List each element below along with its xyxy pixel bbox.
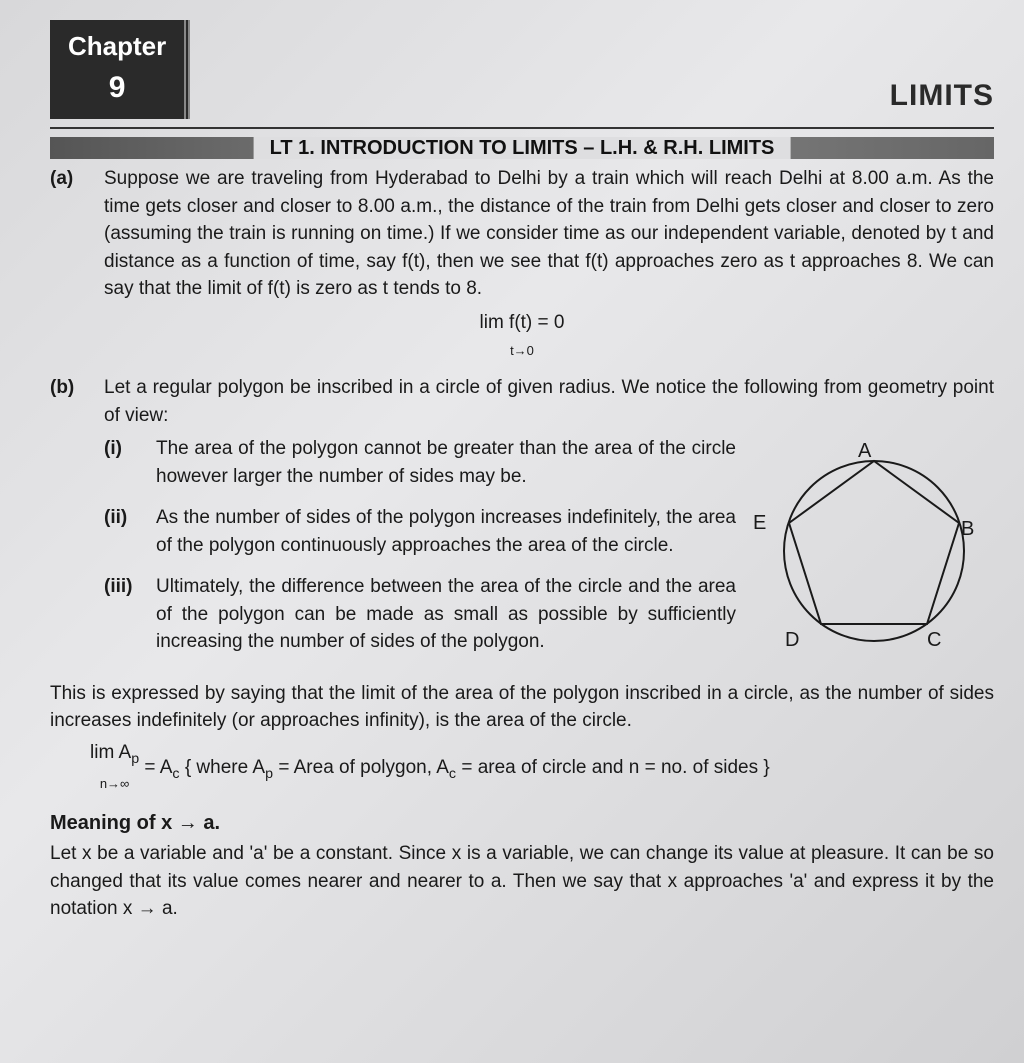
item-b-content: (i) The area of the polygon cannot be gr… <box>50 435 994 670</box>
vertex-label-b: B <box>961 515 974 544</box>
item-a-math: lim f(t) = 0 t→0 <box>50 309 994 364</box>
lim-rhs-sub: c <box>172 766 179 782</box>
chapter-label: Chapter <box>68 28 166 66</box>
lim-n-inf: n→∞ <box>100 776 130 791</box>
item-a: (a) Suppose we are traveling from Hydera… <box>50 165 994 303</box>
lim-eq: = A <box>144 757 172 778</box>
sub-item-i: (i) The area of the polygon cannot be gr… <box>104 435 736 490</box>
item-b: (b) Let a regular polygon be inscribed i… <box>50 374 994 429</box>
item-a-marker: (a) <box>50 165 104 303</box>
lim-mid2: = area of circle and n = no. of sides } <box>461 757 769 778</box>
vertex-label-e: E <box>753 509 766 538</box>
lim-mid1: = Area of polygon, A <box>278 757 449 778</box>
limit-expression-polygon: lim Ap n→∞ = Ac { where Ap = Area of pol… <box>90 739 994 797</box>
meaning-heading: Meaning of x → a. <box>50 809 994 838</box>
sub-item-ii: (ii) As the number of sides of the polyg… <box>104 504 736 559</box>
lim-p: p <box>265 766 273 782</box>
sub-i-marker: (i) <box>104 435 156 490</box>
sub-ii-marker: (ii) <box>104 504 156 559</box>
item-b-sublist: (i) The area of the polygon cannot be gr… <box>104 435 736 656</box>
vertex-label-a: A <box>858 437 871 466</box>
chapter-number: 9 <box>68 66 166 110</box>
page-header: Chapter 9 LIMITS <box>50 20 994 123</box>
pentagon-figure: A B C D E <box>754 435 994 670</box>
item-b-intro: Let a regular polygon be inscribed in a … <box>104 374 994 429</box>
math-sub-a: t→0 <box>510 343 534 358</box>
lim-lhs: lim A <box>90 742 131 763</box>
math-lim-a: lim f(t) = 0 <box>480 312 565 333</box>
sub-iii-marker: (iii) <box>104 573 156 656</box>
item-a-body: Suppose we are traveling from Hyderabad … <box>104 165 994 303</box>
sub-item-iii: (iii) Ultimately, the difference between… <box>104 573 736 656</box>
pentagon-shape <box>789 461 959 624</box>
conclusion-para: This is expressed by saying that the lim… <box>50 680 994 735</box>
lim-brace: { where A <box>185 757 265 778</box>
item-b-marker: (b) <box>50 374 104 429</box>
sub-iii-body: Ultimately, the difference between the a… <box>156 573 736 656</box>
meaning-text: Let x be a variable and 'a' be a constan… <box>50 840 994 923</box>
section-heading: LT 1. INTRODUCTION TO LIMITS – L.H. & R.… <box>254 137 791 159</box>
sub-ii-body: As the number of sides of the polygon in… <box>156 504 736 559</box>
chapter-box: Chapter 9 <box>50 20 190 119</box>
circle-shape <box>784 461 964 641</box>
sub-i-body: The area of the polygon cannot be greate… <box>156 435 736 490</box>
limit-expression-a: lim f(t) = 0 t→0 <box>480 325 565 346</box>
vertex-label-d: D <box>785 626 799 655</box>
divider <box>50 127 994 129</box>
vertex-label-c: C <box>927 626 941 655</box>
lim-c: c <box>449 766 456 782</box>
lim-lhs-sub: p <box>131 751 139 767</box>
page-title: LIMITS <box>890 74 994 124</box>
section-bar: LT 1. INTRODUCTION TO LIMITS – L.H. & R.… <box>50 137 994 159</box>
